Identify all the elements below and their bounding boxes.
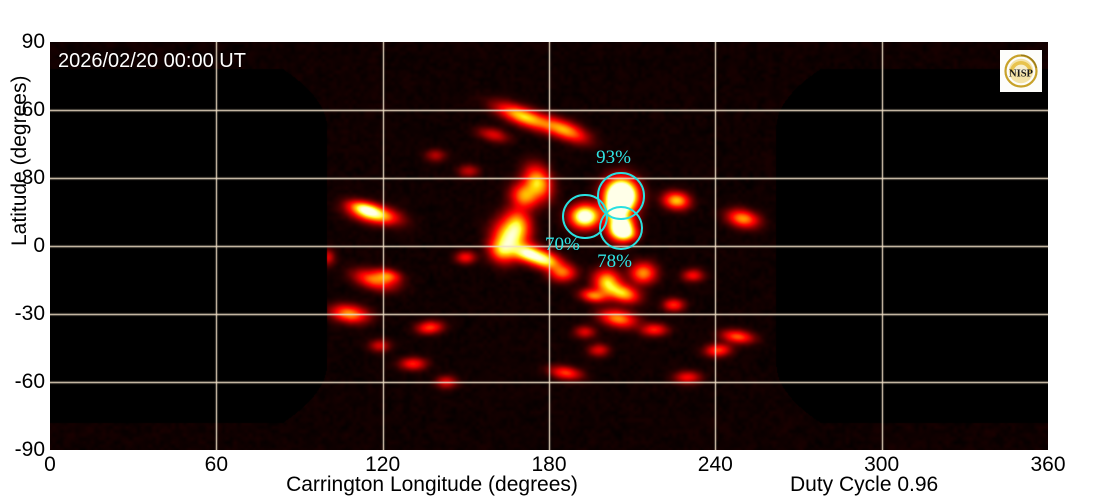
y-tick-label: 90 <box>21 30 45 53</box>
x-axis-title: Carrington Longitude (degrees) <box>0 473 1100 497</box>
synoptic-map-canvas <box>50 42 1048 450</box>
x-tick-label: 120 <box>365 453 401 476</box>
active-region-percent-label: 78% <box>597 250 632 272</box>
x-tick-label: 60 <box>204 453 228 476</box>
nisp-logo-icon: NISP <box>1000 50 1042 92</box>
x-tick-label: 0 <box>44 453 56 476</box>
y-axis-title: Latitude (degrees) <box>8 75 31 246</box>
timestamp-label: 2026/02/20 00:00 UT <box>58 50 246 72</box>
y-tick-label: -60 <box>14 370 45 393</box>
y-tick-label: -30 <box>14 302 45 325</box>
x-tick-label: 300 <box>864 453 900 476</box>
x-tick-label: 240 <box>697 453 733 476</box>
y-tick-label: 60 <box>21 98 45 121</box>
y-tick-label: 0 <box>33 234 45 257</box>
y-tick-label: 30 <box>21 166 45 189</box>
plot-area: 2026/02/20 00:00 UT 93% 70% 78% NISP <box>50 42 1048 450</box>
x-tick-label: 360 <box>1030 453 1066 476</box>
y-tick-label: -90 <box>14 438 45 461</box>
duty-cycle-label: Duty Cycle 0.96 <box>790 473 939 496</box>
x-tick-label: 180 <box>531 453 567 476</box>
active-region-circle <box>599 205 644 250</box>
x-axis-title-text: Carrington Longitude (degrees) <box>286 473 578 496</box>
active-region-percent-label: 93% <box>596 147 631 169</box>
nisp-logo-text: NISP <box>1009 68 1034 79</box>
active-region-percent-label: 70% <box>545 234 580 256</box>
